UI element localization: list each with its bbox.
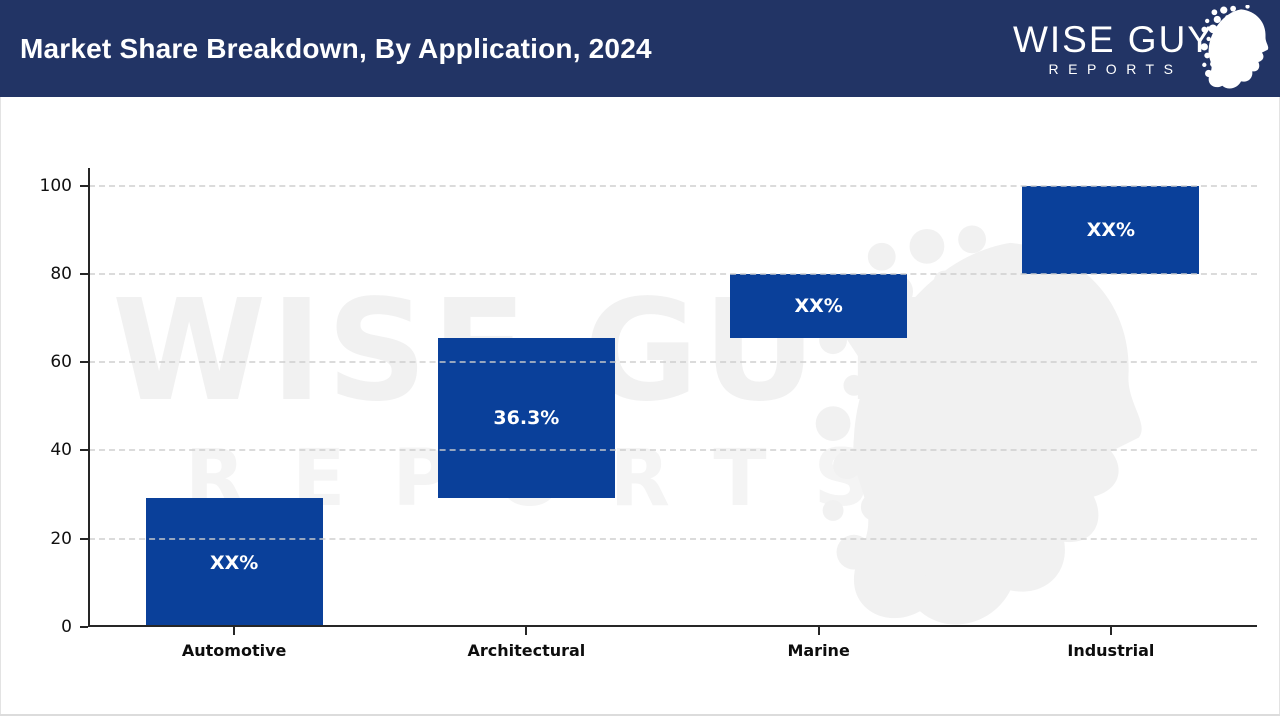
x-tick-label: Architectural [467,641,586,660]
y-tick-label: 40 [50,440,72,461]
y-tick-label: 20 [50,528,72,549]
x-tick-label: Industrial [1067,641,1155,660]
logo-tagline: REPORTS [1048,60,1183,77]
x-tick-marine [817,627,820,635]
y-tick-label: 0 [61,617,72,637]
y-tick-60 [80,361,88,364]
x-axis-line [88,625,1257,627]
x-tick-label: Automotive [181,641,287,660]
page-left-border [0,97,1,716]
wiseguy-logo: WISE GUY REPORTS [1013,4,1272,93]
gridline-20 [89,537,1257,540]
bar-value-label: XX% [1086,218,1136,241]
y-tick-label: 80 [50,263,72,284]
report-header: Market Share Breakdown, By Application, … [0,0,1280,97]
bar-marine: XX% [730,273,908,338]
y-tick-80 [80,272,88,275]
x-tick-automotive [233,627,236,635]
bar-value-label: 36.3% [493,407,560,430]
x-tick-label: Marine [787,641,850,660]
y-tick-0 [80,626,88,628]
bar-industrial: XX% [1022,185,1200,274]
y-tick-100 [80,184,88,187]
page-bottom-border [0,714,1280,716]
logo-wordmark: WISE GUY [1012,18,1214,60]
y-tick-label: 60 [50,352,72,373]
gridline-60 [89,361,1257,364]
x-tick-architectural [525,627,528,635]
gridline-40 [89,449,1257,452]
gridline-100 [89,184,1257,187]
y-tick-label: 100 [39,175,72,196]
y-tick-20 [80,537,88,540]
plot-area: 0 20 40 60 80 100 XX% Automotive 36.3% Architectu… [40,168,1257,660]
bar-value-label: XX% [209,551,259,574]
y-axis-line [88,168,90,627]
bar-automotive: XX% [145,498,323,627]
bar-architectural: 36.3% [437,337,615,499]
bar-value-label: XX% [794,294,843,317]
y-tick-40 [80,449,88,452]
page-title: Market Share Breakdown, By Application, … [20,32,652,64]
x-tick-industrial [1109,627,1112,635]
logo-text: WISE GUY REPORTS [1013,21,1214,77]
gridline-80 [89,272,1257,275]
